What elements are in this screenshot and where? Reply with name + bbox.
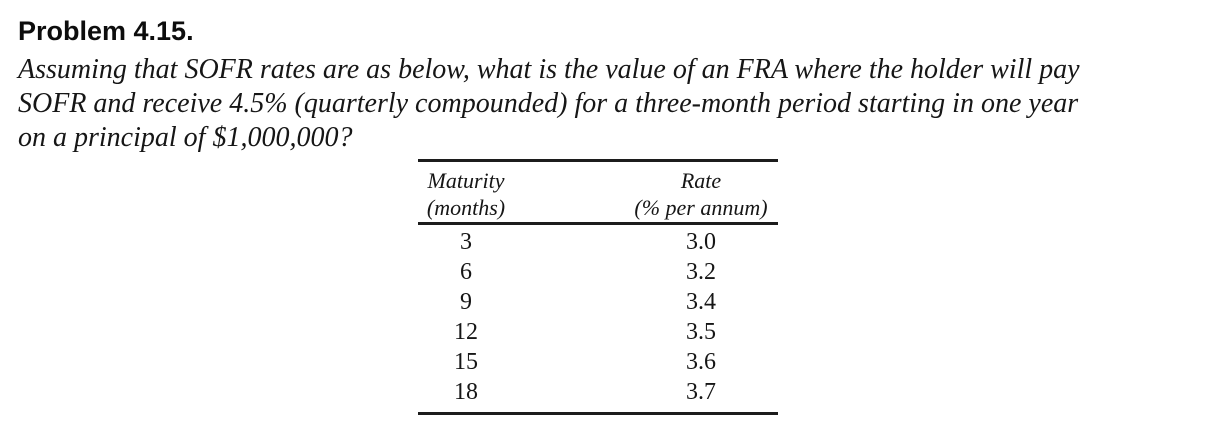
maturity-cell: 18: [454, 379, 478, 405]
maturity-cell: 6: [460, 259, 472, 285]
maturity-header-title: Maturity: [427, 168, 505, 193]
table-bottom-rule: [418, 412, 778, 415]
rate-cell: 3.5: [686, 319, 716, 345]
table-header-rule: [418, 222, 778, 225]
maturity-header-subtitle: (months): [426, 195, 506, 220]
problem-heading: Problem 4.15.: [18, 16, 194, 46]
maturity-cell: 3: [460, 229, 472, 255]
statement-line-2: SOFR and receive 4.5% (quarterly compoun…: [18, 88, 1079, 119]
table-row: 6 3.2: [418, 257, 778, 287]
maturity-cell: 15: [454, 349, 478, 375]
table-body: 3 3.0 6 3.2 9 3.4 12 3.5 15 3.6 18 3.7: [418, 225, 778, 412]
rate-cell: 3.7: [686, 379, 716, 405]
rate-header-title: Rate: [680, 168, 722, 193]
rate-cell: 3.0: [686, 229, 716, 255]
rate-cell: 3.2: [686, 259, 716, 285]
table-row: 18 3.7: [418, 377, 778, 407]
table-row: 15 3.6: [418, 347, 778, 377]
table-top-rule: [418, 159, 778, 162]
rate-header-subtitle: (% per annum): [634, 195, 768, 220]
table-header-row: Maturity (months) Rate (% per annum): [418, 162, 778, 222]
table-row: 9 3.4: [418, 287, 778, 317]
statement-line-1: Assuming that SOFR rates are as below, w…: [18, 54, 1080, 85]
problem-statement: Assuming that SOFR rates are as below, w…: [18, 53, 1080, 155]
sofr-rate-table: Maturity (months) Rate (% per annum) 3 3…: [418, 159, 778, 415]
table-row: 3 3.0: [418, 227, 778, 257]
maturity-cell: 12: [454, 319, 478, 345]
rate-cell: 3.6: [686, 349, 716, 375]
maturity-cell: 9: [460, 289, 472, 315]
maturity-column-header: Maturity (months): [418, 167, 514, 222]
rate-column-header: Rate (% per annum): [624, 167, 778, 222]
table-row: 12 3.5: [418, 317, 778, 347]
rate-cell: 3.4: [686, 289, 716, 315]
statement-line-3: on a principal of $1,000,000?: [18, 122, 353, 153]
